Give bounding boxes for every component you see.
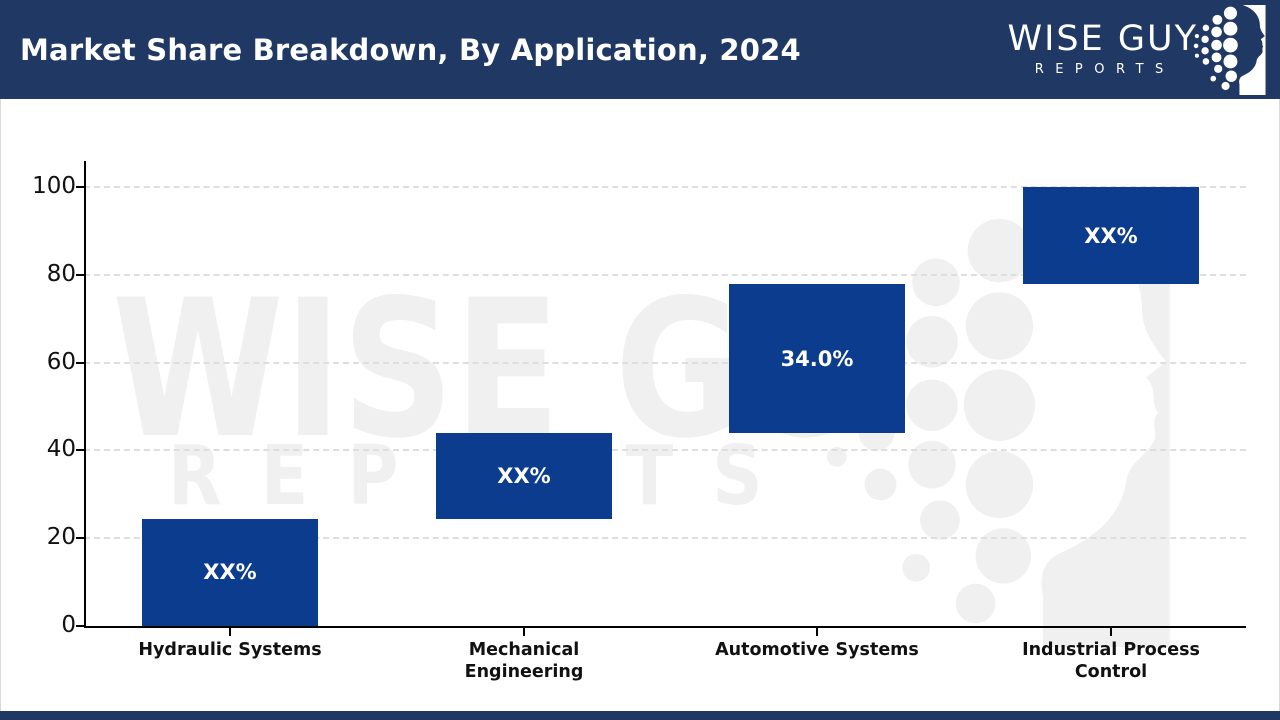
y-tick-label: 20	[46, 524, 76, 551]
y-tick-mark	[76, 537, 84, 540]
bar-3: 34.0%	[729, 284, 905, 434]
bar-value-label: XX%	[203, 560, 257, 585]
y-tick-label: 100	[32, 173, 76, 199]
bar-value-label: XX%	[1084, 223, 1138, 248]
gridline	[84, 449, 1246, 452]
x-tick-mark	[523, 628, 525, 636]
gridline	[84, 537, 1246, 540]
header-banner: Market Share Breakdown, By Application, …	[0, 0, 1280, 99]
x-tick-mark	[816, 628, 818, 636]
x-tick-mark	[229, 628, 231, 636]
logo-brand-text: WISE GUY	[1007, 19, 1198, 59]
footer-bar	[0, 711, 1280, 720]
y-tick-label: 40	[46, 436, 76, 463]
bar-2: XX%	[436, 433, 612, 519]
x-category-label: Industrial Process Control	[1022, 640, 1200, 682]
wiseguy-logo: WISE GUY REPORTS	[1007, 5, 1266, 95]
y-tick-mark	[76, 625, 84, 627]
gridline	[84, 273, 1246, 276]
y-tick-mark	[76, 449, 84, 452]
gridline	[84, 361, 1246, 364]
y-tick-label: 80	[46, 260, 76, 287]
y-axis-line	[84, 161, 86, 628]
bar-value-label: XX%	[497, 464, 551, 489]
x-axis-line	[84, 626, 1246, 628]
y-tick-mark	[76, 361, 84, 364]
gridline	[84, 186, 1246, 188]
y-tick-label: 0	[61, 612, 76, 638]
x-tick-mark	[1110, 628, 1112, 636]
bar-value-label: 34.0%	[780, 346, 854, 371]
y-tick-mark	[76, 186, 84, 188]
bar-1: XX%	[142, 518, 318, 626]
x-category-label: Automotive Systems	[715, 640, 919, 660]
x-category-label: Mechanical Engineering	[464, 640, 584, 682]
logo-sub-text: REPORTS	[1034, 62, 1175, 77]
y-tick-label: 60	[46, 348, 76, 375]
bar-4: XX%	[1023, 187, 1199, 285]
chart-title: Market Share Breakdown, By Application, …	[20, 32, 801, 67]
y-tick-mark	[76, 273, 84, 276]
x-category-label: Hydraulic Systems	[138, 640, 322, 660]
